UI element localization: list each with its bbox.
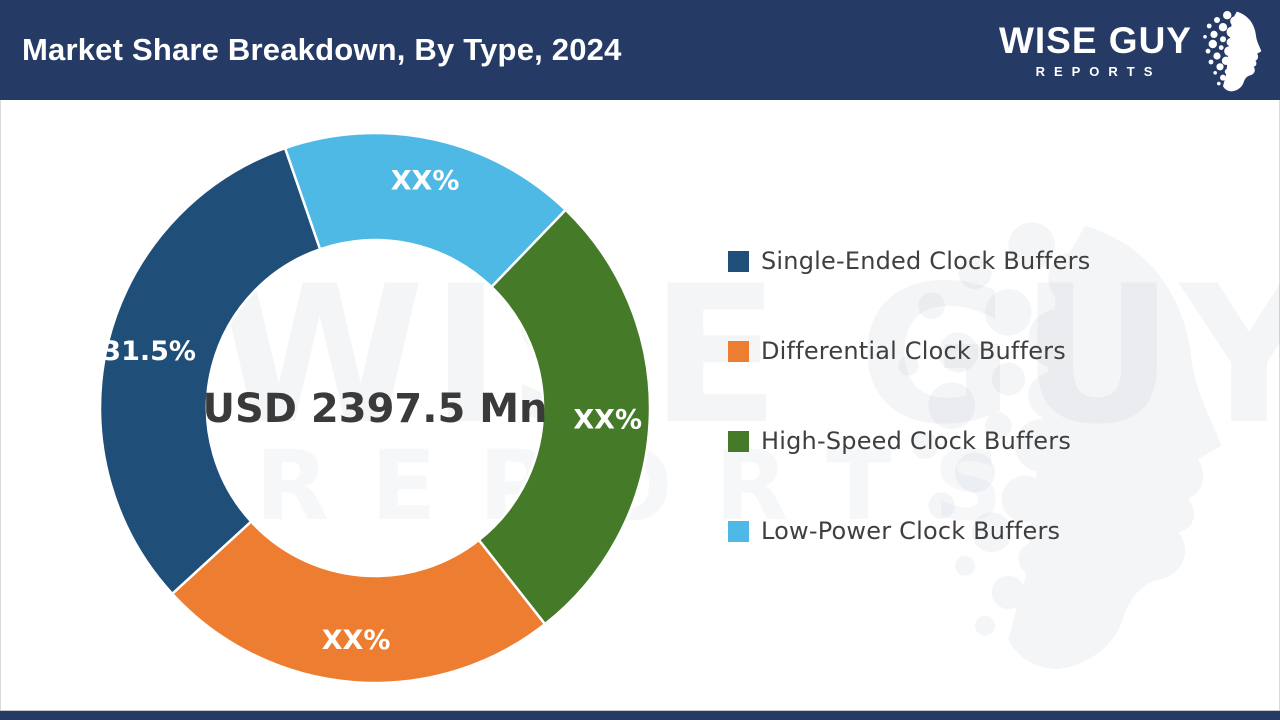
- header: Market Share Breakdown, By Type, 2024 WI…: [0, 0, 1280, 100]
- center-value-label: USD 2397.5 Mn: [203, 386, 548, 432]
- slice-high-speed-clock-buffers: [477, 208, 652, 626]
- legend-swatch-single-ended: [728, 250, 749, 272]
- legend-label: Single-Ended Clock Buffers: [761, 247, 1091, 275]
- legend-label: High-Speed Clock Buffers: [761, 427, 1072, 455]
- legend: Single-Ended Clock Buffers Differential …: [728, 247, 1090, 607]
- legend-swatch-low-power: [728, 520, 749, 542]
- chart-area: WISE GUY REPORTS XX%XX%XX%31.5% USD 2397…: [0, 100, 1280, 712]
- legend-item: Differential Clock Buffers: [728, 337, 1090, 365]
- legend-swatch-differential: [728, 340, 749, 362]
- slice-differential-clock-buffers: [170, 519, 547, 685]
- footer-bar: [0, 711, 1280, 720]
- wise-guy-reports-logo: WISE GUY REPORTS: [999, 8, 1262, 92]
- page-title: Market Share Breakdown, By Type, 2024: [22, 32, 622, 67]
- logo-wordmark: WISE GUY: [998, 20, 1192, 61]
- slice-single-ended-clock-buffers: [98, 146, 322, 596]
- slice-label: XX%: [391, 165, 460, 196]
- slice-label: XX%: [573, 405, 642, 436]
- legend-label: Low-Power Clock Buffers: [761, 517, 1061, 545]
- slice-label: XX%: [322, 625, 391, 656]
- footer-divider: [0, 710, 1280, 711]
- donut-chart: XX% XX% XX% 31.5% USD 2397.5 Mn: [98, 131, 652, 685]
- dotted-face-icon: [1203, 11, 1262, 92]
- logo-text: WISE GUY REPORTS: [999, 22, 1192, 78]
- legend-label: Differential Clock Buffers: [761, 337, 1066, 365]
- legend-swatch-high-speed: [728, 430, 749, 452]
- legend-item: Low-Power Clock Buffers: [728, 517, 1090, 545]
- legend-item: High-Speed Clock Buffers: [728, 427, 1090, 455]
- legend-item: Single-Ended Clock Buffers: [728, 247, 1090, 275]
- logo-subtitle: REPORTS: [1035, 64, 1162, 79]
- slice-label: 31.5%: [102, 336, 196, 367]
